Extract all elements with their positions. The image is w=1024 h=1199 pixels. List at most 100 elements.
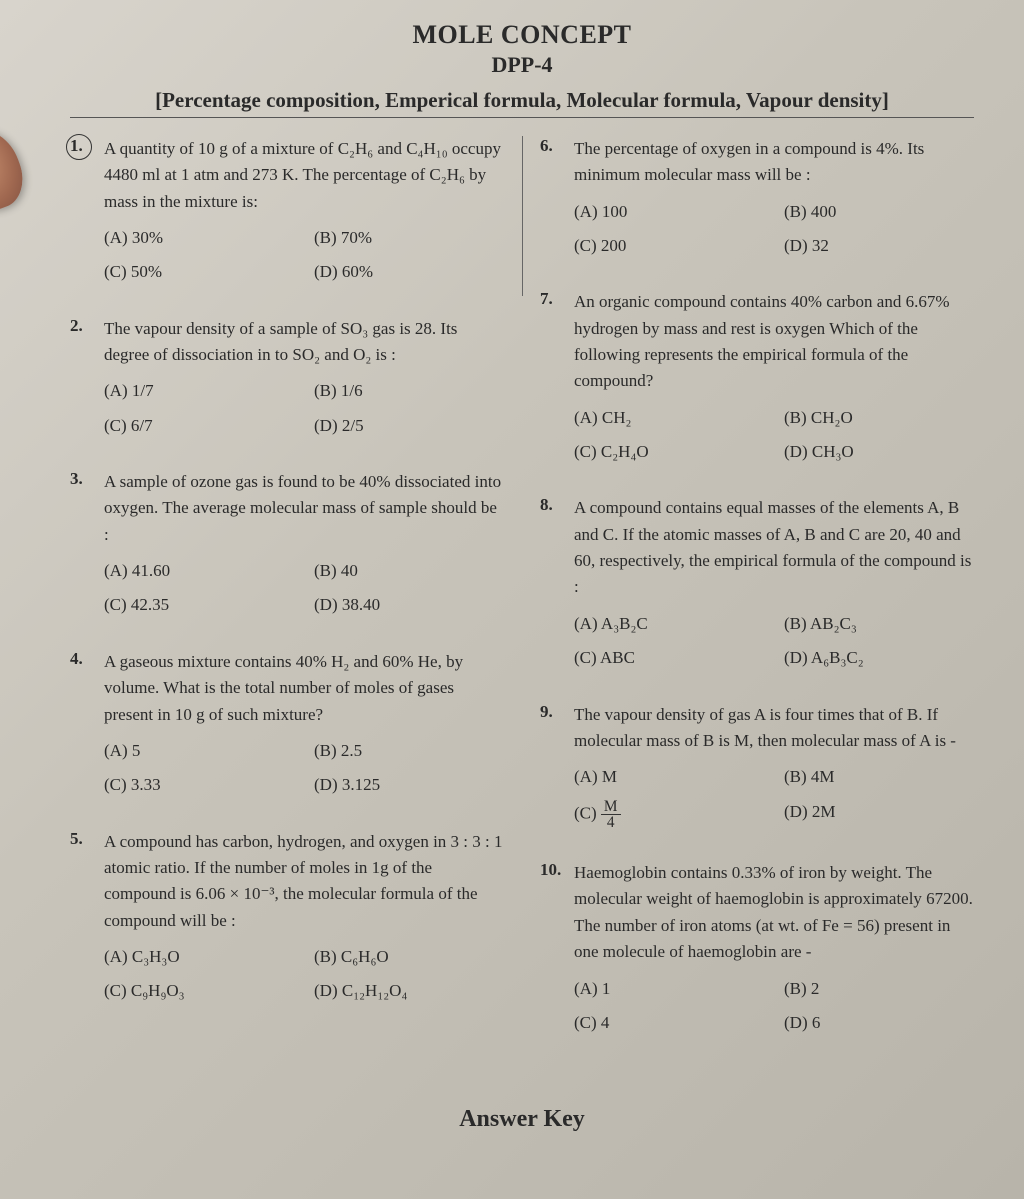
question: 8.A compound contains equal masses of th… [540, 495, 974, 671]
question-number: 7. [540, 289, 574, 465]
question-body: The percentage of oxygen in a compound i… [574, 136, 974, 259]
question-body: A sample of ozone gas is found to be 40%… [104, 469, 504, 619]
option: (A) M [574, 764, 764, 790]
column-divider [522, 136, 523, 296]
question: 4.A gaseous mixture contains 40% H₂ and … [70, 649, 504, 799]
question-number: 3. [70, 469, 104, 619]
question-text: A quantity of 10 g of a mixture of C₂H₆ … [104, 136, 504, 215]
question: 6.The percentage of oxygen in a compound… [540, 136, 974, 259]
option: (D) 60% [314, 259, 504, 285]
question-columns: 1.A quantity of 10 g of a mixture of C₂H… [70, 136, 974, 1066]
question-body: The vapour density of gas A is four time… [574, 702, 974, 831]
question: 9.The vapour density of gas A is four ti… [540, 702, 974, 831]
question-number: 10. [540, 860, 574, 1036]
option: (D) CH₃O [784, 439, 974, 465]
option: (B) 40 [314, 558, 504, 584]
question-text: A compound contains equal masses of the … [574, 495, 974, 600]
question-number: 2. [70, 316, 104, 439]
question-number: 8. [540, 495, 574, 671]
option: (D) 3.125 [314, 772, 504, 798]
option: (D) A₆B₃C₂ [784, 645, 974, 671]
options: (A) 30% (B) 70% (C) 50% (D) 60% [104, 225, 504, 286]
option: (A) 30% [104, 225, 294, 251]
option: (B) 1/6 [314, 378, 504, 404]
question: 1.A quantity of 10 g of a mixture of C₂H… [70, 136, 504, 286]
question-text: Haemoglobin contains 0.33% of iron by we… [574, 860, 974, 965]
divider-rule [70, 117, 974, 118]
option: (A) C₃H₃O [104, 944, 294, 970]
left-column: 1.A quantity of 10 g of a mixture of C₂H… [70, 136, 522, 1066]
question: 3.A sample of ozone gas is found to be 4… [70, 469, 504, 619]
option: (B) AB₂C₃ [784, 611, 974, 637]
option: (D) 2M [784, 799, 974, 831]
options: (A) 1 (B) 2 (C) 4 (D) 6 [574, 976, 974, 1037]
option: (B) 400 [784, 199, 974, 225]
option: (C) C₂H₄O [574, 439, 764, 465]
option: (D) 32 [784, 233, 974, 259]
question: 7.An organic compound contains 40% carbo… [540, 289, 974, 465]
option: (A) 1 [574, 976, 764, 1002]
option: (A) 1/7 [104, 378, 294, 404]
option: (A) CH₂ [574, 405, 764, 431]
option: (B) 2 [784, 976, 974, 1002]
question-number: 4. [70, 649, 104, 799]
option: (C) 4 [574, 1010, 764, 1036]
option: (C) 6/7 [104, 413, 294, 439]
question-number: 6. [540, 136, 574, 259]
right-column: 6.The percentage of oxygen in a compound… [522, 136, 974, 1066]
subtitle: [Percentage composition, Emperical formu… [70, 88, 974, 113]
title-sub: DPP-4 [70, 52, 974, 78]
question-body: The vapour density of a sample of SO₃ ga… [104, 316, 504, 439]
header: MOLE CONCEPT DPP-4 [70, 20, 974, 78]
question-body: A compound has carbon, hydrogen, and oxy… [104, 829, 504, 1005]
option: (B) 70% [314, 225, 504, 251]
option: (A) 5 [104, 738, 294, 764]
answer-key-heading: Answer Key [70, 1106, 974, 1133]
options: (A) C₃H₃O (B) C₆H₆O (C) C₉H₉O₃ (D) C₁₂H₁₂O₄ [104, 944, 504, 1005]
option: (A) 41.60 [104, 558, 294, 584]
question-text: The vapour density of a sample of SO₃ ga… [104, 316, 504, 369]
options: (A) CH₂ (B) CH₂O (C) C₂H₄O (D) CH₃O [574, 405, 974, 466]
question-body: Haemoglobin contains 0.33% of iron by we… [574, 860, 974, 1036]
question-body: A quantity of 10 g of a mixture of C₂H₆ … [104, 136, 504, 286]
options: (A) 1/7 (B) 1/6 (C) 6/7 (D) 2/5 [104, 378, 504, 439]
option: (C) M4 [574, 799, 764, 831]
question-number: 9. [540, 702, 574, 831]
option: (B) C₆H₆O [314, 944, 504, 970]
option: (B) 2.5 [314, 738, 504, 764]
option: (A) A₃B₂C [574, 611, 764, 637]
option: (B) CH₂O [784, 405, 974, 431]
option: (C) 200 [574, 233, 764, 259]
question-body: A compound contains equal masses of the … [574, 495, 974, 671]
option: (C) C₉H₉O₃ [104, 978, 294, 1004]
option: (A) 100 [574, 199, 764, 225]
options: (A) M(B) 4M(C) M4(D) 2M [574, 764, 974, 830]
options: (A) A₃B₂C (B) AB₂C₃ (C) ABC (D) A₆B₃C₂ [574, 611, 974, 672]
options: (A) 5 (B) 2.5 (C) 3.33 (D) 3.125 [104, 738, 504, 799]
question-text: A compound has carbon, hydrogen, and oxy… [104, 829, 504, 934]
question: 2.The vapour density of a sample of SO₃ … [70, 316, 504, 439]
question-text: The vapour density of gas A is four time… [574, 702, 974, 755]
option: (C) 50% [104, 259, 294, 285]
option: (D) C₁₂H₁₂O₄ [314, 978, 504, 1004]
question-text: An organic compound contains 40% carbon … [574, 289, 974, 394]
option: (D) 38.40 [314, 592, 504, 618]
options: (A) 100 (B) 400 (C) 200 (D) 32 [574, 199, 974, 260]
title-main: MOLE CONCEPT [70, 20, 974, 50]
question-body: An organic compound contains 40% carbon … [574, 289, 974, 465]
option: (C) 3.33 [104, 772, 294, 798]
question-text: The percentage of oxygen in a compound i… [574, 136, 974, 189]
question-number: 1. [70, 136, 104, 286]
option: (D) 6 [784, 1010, 974, 1036]
option: (C) 42.35 [104, 592, 294, 618]
question-body: A gaseous mixture contains 40% H₂ and 60… [104, 649, 504, 799]
options: (A) 41.60 (B) 40 (C) 42.35 (D) 38.40 [104, 558, 504, 619]
question-number: 5. [70, 829, 104, 1005]
question-text: A sample of ozone gas is found to be 40%… [104, 469, 504, 548]
option: (D) 2/5 [314, 413, 504, 439]
option: (C) ABC [574, 645, 764, 671]
question-text: A gaseous mixture contains 40% H₂ and 60… [104, 649, 504, 728]
question: 10.Haemoglobin contains 0.33% of iron by… [540, 860, 974, 1036]
worksheet-page: MOLE CONCEPT DPP-4 [Percentage compositi… [0, 0, 1024, 1133]
question: 5.A compound has carbon, hydrogen, and o… [70, 829, 504, 1005]
